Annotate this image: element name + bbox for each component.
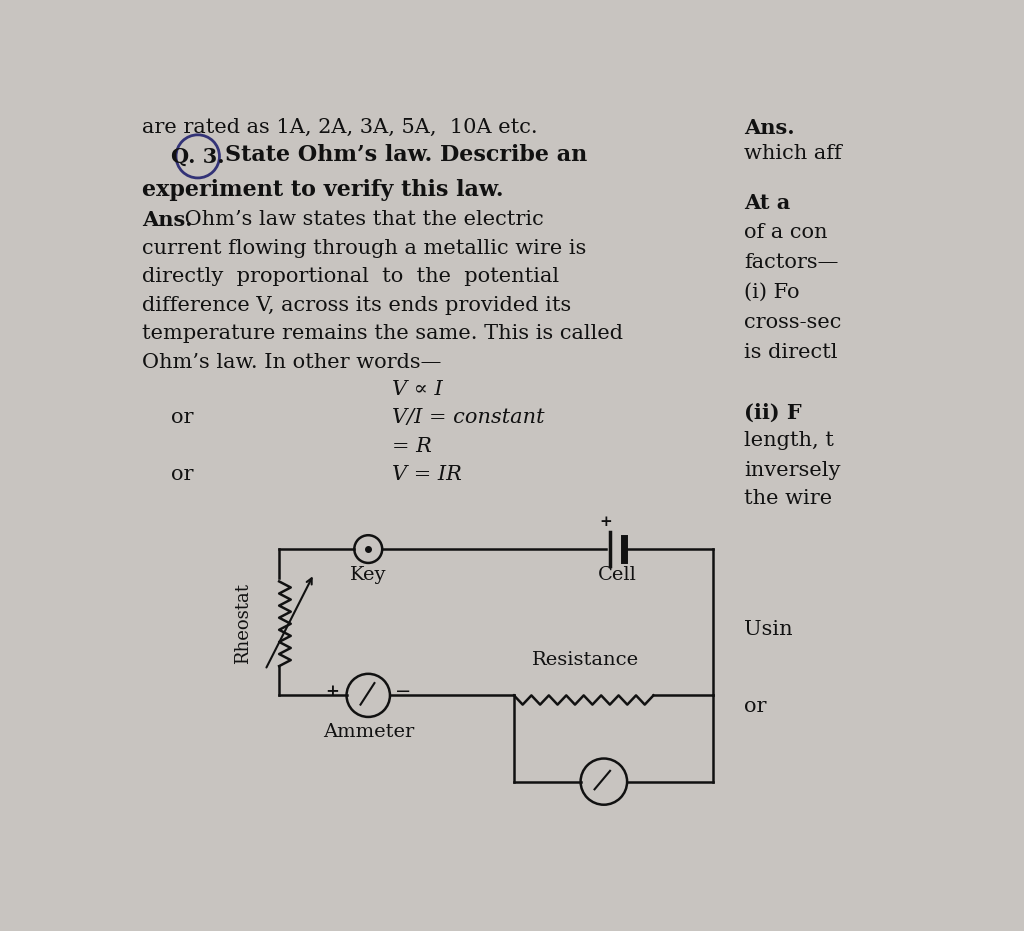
Text: +: + bbox=[599, 515, 611, 529]
Text: Q. 3.: Q. 3. bbox=[171, 146, 224, 167]
Text: (ii) F: (ii) F bbox=[744, 403, 802, 423]
Text: Ohm’s law states that the electric: Ohm’s law states that the electric bbox=[178, 210, 544, 229]
Text: Rheostat: Rheostat bbox=[233, 583, 252, 665]
Text: State Ohm’s law. Describe an: State Ohm’s law. Describe an bbox=[225, 144, 587, 166]
Text: Resistance: Resistance bbox=[531, 651, 639, 668]
Text: which aff: which aff bbox=[744, 144, 842, 163]
Text: or: or bbox=[171, 466, 194, 484]
Text: Ans.: Ans. bbox=[744, 118, 795, 138]
Text: is directl: is directl bbox=[744, 343, 838, 362]
Text: +: + bbox=[325, 683, 339, 700]
Text: = R: = R bbox=[391, 437, 431, 455]
Text: directly  proportional  to  the  potential: directly proportional to the potential bbox=[142, 267, 559, 286]
Text: the wire: the wire bbox=[744, 489, 833, 508]
Text: of a con: of a con bbox=[744, 223, 827, 242]
Text: V/I = constant: V/I = constant bbox=[391, 408, 544, 427]
Text: V = IR: V = IR bbox=[391, 466, 462, 484]
Text: experiment to verify this law.: experiment to verify this law. bbox=[142, 180, 504, 201]
Text: V ∝ I: V ∝ I bbox=[391, 380, 442, 398]
Text: At a: At a bbox=[744, 193, 791, 212]
Text: (i) Fo: (i) Fo bbox=[744, 283, 800, 302]
Text: Cell: Cell bbox=[598, 566, 637, 584]
Text: Ohm’s law. In other words—: Ohm’s law. In other words— bbox=[142, 353, 441, 371]
Text: are rated as 1A, 2A, 3A, 5A,  10A etc.: are rated as 1A, 2A, 3A, 5A, 10A etc. bbox=[142, 118, 538, 137]
Text: Key: Key bbox=[350, 566, 386, 584]
Text: difference V, across its ends provided its: difference V, across its ends provided i… bbox=[142, 296, 571, 315]
Text: or: or bbox=[744, 697, 767, 716]
Text: factors—: factors— bbox=[744, 252, 839, 272]
Text: Ammeter: Ammeter bbox=[323, 723, 414, 741]
Text: or: or bbox=[171, 408, 194, 427]
Text: cross-sec: cross-sec bbox=[744, 314, 842, 332]
Text: Usin: Usin bbox=[744, 620, 793, 639]
Text: −: − bbox=[394, 682, 411, 700]
Text: current flowing through a metallic wire is: current flowing through a metallic wire … bbox=[142, 238, 587, 258]
Text: Ans.: Ans. bbox=[142, 210, 193, 230]
Text: temperature remains the same. This is called: temperature remains the same. This is ca… bbox=[142, 324, 623, 344]
Text: inversely: inversely bbox=[744, 461, 841, 479]
Text: length, t: length, t bbox=[744, 431, 834, 451]
